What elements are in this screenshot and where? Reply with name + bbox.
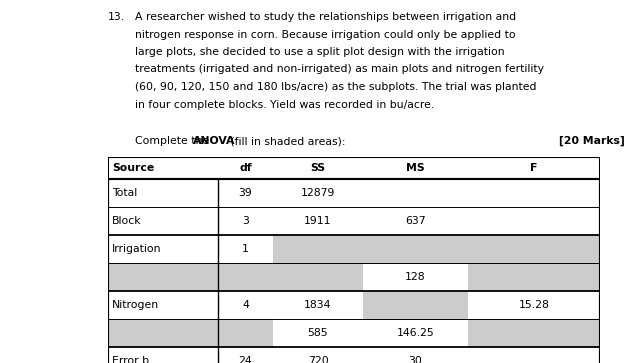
Bar: [468, 319, 600, 347]
Text: 3: 3: [242, 216, 249, 226]
Text: 720: 720: [308, 356, 328, 363]
Text: 15.28: 15.28: [518, 300, 549, 310]
Text: large plots, she decided to use a split plot design with the irrigation: large plots, she decided to use a split …: [135, 47, 504, 57]
Text: Total: Total: [112, 188, 137, 198]
Text: Irrigation: Irrigation: [112, 244, 161, 254]
Bar: [108, 157, 600, 179]
Text: 24: 24: [239, 356, 252, 363]
Bar: [468, 263, 600, 291]
Text: Nitrogen: Nitrogen: [112, 300, 159, 310]
Text: nitrogen response in corn. Because irrigation could only be applied to: nitrogen response in corn. Because irrig…: [135, 29, 516, 40]
Text: MS: MS: [406, 163, 425, 173]
Text: F: F: [531, 163, 538, 173]
Text: ANOVA: ANOVA: [193, 136, 236, 146]
Text: 1: 1: [242, 244, 249, 254]
Text: (fill in shaded areas):: (fill in shaded areas):: [227, 136, 346, 146]
Text: 585: 585: [308, 328, 328, 338]
Text: 12879: 12879: [301, 188, 335, 198]
Text: 128: 128: [405, 272, 426, 282]
Text: Error b: Error b: [112, 356, 149, 363]
Bar: [108, 319, 218, 347]
Bar: [218, 319, 273, 347]
Text: treatments (irrigated and non-irrigated) as main plots and nitrogen fertility: treatments (irrigated and non-irrigated)…: [135, 65, 544, 74]
Text: 1911: 1911: [304, 216, 332, 226]
Text: 146.25: 146.25: [397, 328, 435, 338]
Bar: [218, 263, 273, 291]
Text: in four complete blocks. Yield was recorded in bu/acre.: in four complete blocks. Yield was recor…: [135, 99, 435, 110]
Text: SS: SS: [310, 163, 326, 173]
Bar: [468, 235, 600, 263]
Text: 30: 30: [408, 356, 422, 363]
Text: 13.: 13.: [108, 12, 125, 22]
Text: Source: Source: [112, 163, 154, 173]
Text: df: df: [239, 163, 252, 173]
Bar: [273, 235, 363, 263]
Text: Block: Block: [112, 216, 141, 226]
Text: (60, 90, 120, 150 and 180 lbs/acre) as the subplots. The trial was planted: (60, 90, 120, 150 and 180 lbs/acre) as t…: [135, 82, 536, 92]
Text: Complete the: Complete the: [135, 136, 212, 146]
Bar: [363, 291, 468, 319]
Bar: [363, 235, 468, 263]
Text: 1834: 1834: [304, 300, 332, 310]
Bar: [273, 263, 363, 291]
Text: 4: 4: [242, 300, 249, 310]
Text: 637: 637: [405, 216, 426, 226]
Bar: [108, 263, 218, 291]
Text: 39: 39: [239, 188, 252, 198]
Text: A researcher wished to study the relationships between irrigation and: A researcher wished to study the relatio…: [135, 12, 516, 22]
Text: [20 Marks]: [20 Marks]: [559, 136, 625, 146]
